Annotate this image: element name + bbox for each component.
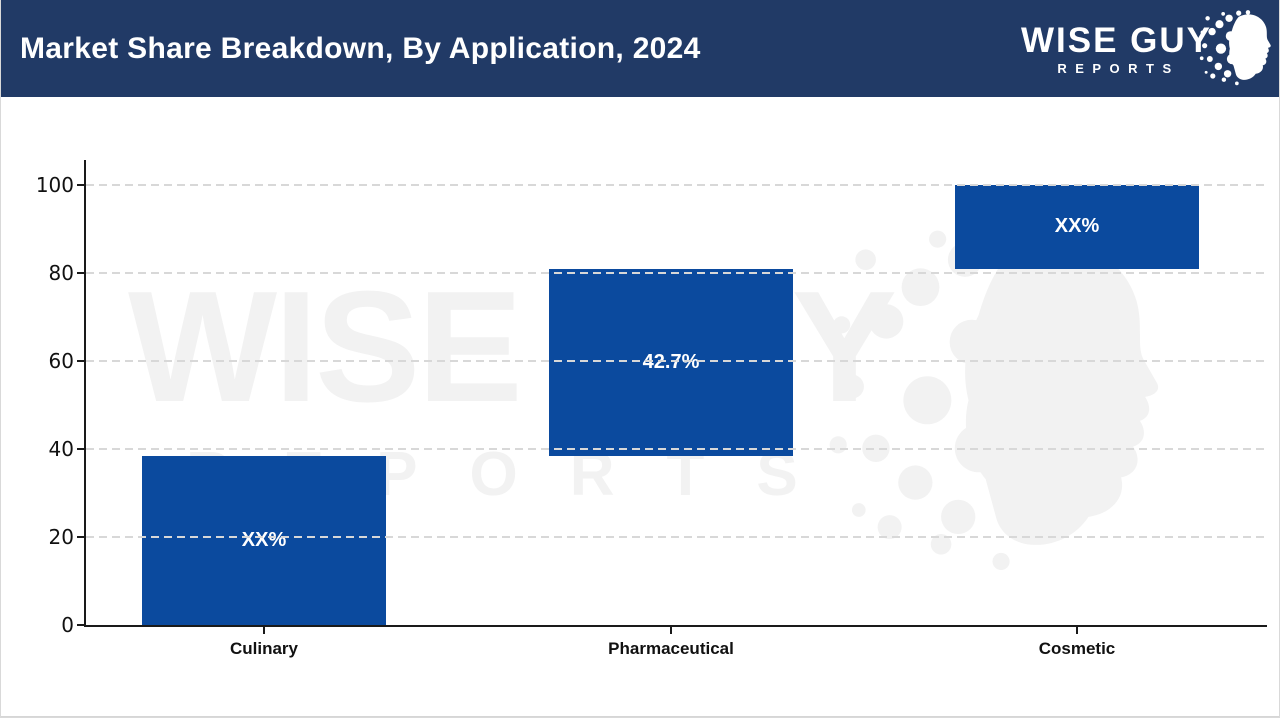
x-label-cosmetic: Cosmetic xyxy=(1038,639,1116,658)
y-tick-label: 60 xyxy=(48,349,74,373)
y-tick-label: 0 xyxy=(61,613,74,637)
brand-name: WISE GUY xyxy=(1020,20,1212,60)
y-tick-label: 80 xyxy=(48,261,74,285)
y-tick xyxy=(77,184,86,186)
gridline xyxy=(86,360,1266,362)
y-tick xyxy=(77,536,86,538)
x-tick xyxy=(1076,626,1078,634)
watermark-face-icon xyxy=(829,222,1159,570)
gridline xyxy=(86,448,1266,450)
bar-culinary: XX% xyxy=(142,456,386,625)
page-title: Market Share Breakdown, By Application, … xyxy=(20,31,701,65)
brand-face-icon xyxy=(1199,10,1271,86)
y-axis-line xyxy=(84,160,86,627)
bar-pharmaceutical: 42.7% xyxy=(549,268,793,457)
y-tick-label: 100 xyxy=(35,173,74,197)
y-tick-label: 40 xyxy=(48,437,74,461)
y-tick-label: 20 xyxy=(48,525,74,549)
bar-cosmetic: XX% xyxy=(955,185,1199,269)
x-tick xyxy=(670,626,672,634)
brand-logo-text: WISE GUY REPORTS xyxy=(1020,20,1212,76)
x-tick xyxy=(263,626,265,634)
gridline xyxy=(86,272,1266,274)
x-label-culinary: Culinary xyxy=(229,639,299,658)
bar-value-label: XX% xyxy=(1054,215,1100,238)
y-tick xyxy=(77,448,86,450)
header-bar: Market Share Breakdown, By Application, … xyxy=(0,0,1280,97)
x-label-pharmaceutical: Pharmaceutical xyxy=(608,639,734,658)
bar-value-label: XX% xyxy=(241,529,287,552)
bar-value-label: 42.7% xyxy=(642,351,700,374)
brand-logo: WISE GUY REPORTS xyxy=(1021,5,1272,93)
gridline xyxy=(86,184,1266,186)
x-axis-line xyxy=(84,625,1267,627)
bottom-divider xyxy=(0,716,1280,718)
gridline xyxy=(86,536,1266,538)
y-tick xyxy=(77,624,86,626)
brand-subname: REPORTS xyxy=(1057,60,1180,76)
y-tick xyxy=(77,272,86,274)
y-tick xyxy=(77,360,86,362)
